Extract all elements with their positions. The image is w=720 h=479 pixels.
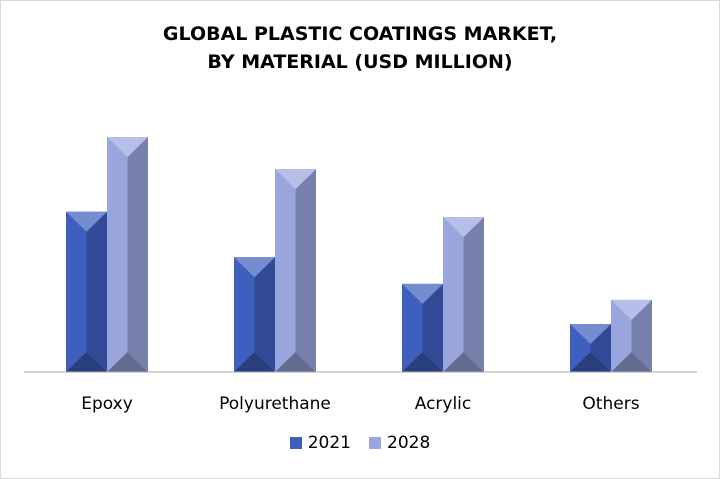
legend-label-2028: 2028 [387,433,431,453]
chart-title-line-2: BY MATERIAL (USD MILLION) [207,51,513,73]
bar-polyurethane-2028-cap [275,169,316,190]
legend-swatch-2021 [289,437,302,449]
category-label-acrylic: Acrylic [415,394,472,414]
legend-swatch-2028 [369,437,381,449]
bar-acrylic-2028-base [443,352,484,372]
bar-acrylic-2021 [402,283,443,372]
category-labels: Epoxy Polyurethane Acrylic Others [81,394,639,414]
legend-item-2021: 2021 [289,433,351,453]
bar-epoxy-2028 [107,137,148,372]
bar-acrylic-2021-base [402,352,443,372]
bar-epoxy-2021-cap [66,211,107,232]
bar-polyurethane-2021-cap [234,257,275,278]
bar-others-2028 [611,299,652,372]
bar-others-2028-facet [631,299,652,372]
bar-polyurethane-2021-facet [254,257,275,372]
bar-epoxy-2021 [66,211,107,372]
bar-epoxy-2021-base [66,352,107,372]
bar-acrylic-2021-cap [402,283,443,304]
bar-epoxy-2021-facet [86,211,107,372]
bar-polyurethane-2021-base [234,352,275,372]
bar-others-2028-cap [611,299,652,320]
category-label-epoxy: Epoxy [81,394,133,414]
category-label-polyurethane: Polyurethane [219,394,331,414]
category-label-others: Others [582,394,639,414]
bar-others-2021-cap [570,323,611,344]
bar-polyurethane-2028-facet [295,169,316,372]
bar-polyurethane-2028 [275,169,316,372]
bar-acrylic-2028-cap [443,217,484,238]
bar-acrylic-2028 [443,217,484,372]
bar-epoxy-2028-facet [127,137,148,372]
bar-epoxy-2028-base [107,352,148,372]
legend: 2021 2028 [0,433,720,453]
bar-others-2021 [570,323,611,372]
bars-group [66,137,652,372]
bar-polyurethane-2028-base [275,352,316,372]
bar-acrylic-2028-facet [463,217,484,372]
legend-label-2021: 2021 [307,433,351,453]
chart-title: GLOBAL PLASTIC COATINGS MARKET, BY MATER… [0,20,720,76]
chart-title-line-1: GLOBAL PLASTIC COATINGS MARKET, [162,23,558,45]
bar-acrylic-2021-facet [422,283,443,372]
legend-item-2028: 2028 [369,433,430,453]
bar-epoxy-2028-cap [107,137,148,158]
bar-others-2021-base [570,352,611,372]
bar-others-2028-base [611,352,652,372]
bar-polyurethane-2021 [234,257,275,372]
bar-others-2021-facet [590,323,611,372]
